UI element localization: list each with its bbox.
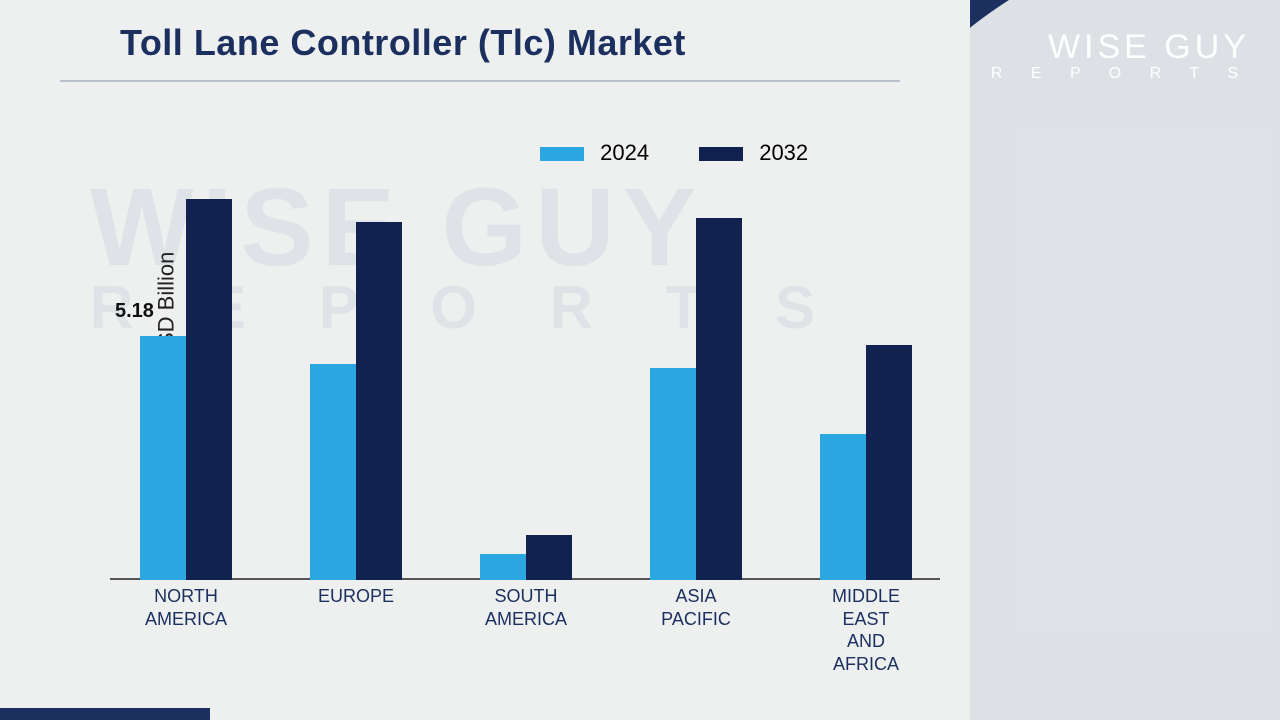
legend-item-2032: 2032	[699, 140, 808, 166]
bar-group	[310, 222, 402, 580]
legend-label-2032: 2032	[759, 140, 808, 165]
bar	[140, 336, 186, 580]
chart-stage: WISE GUY R E P O R T S Toll Lane Control…	[0, 0, 1280, 720]
bar	[310, 364, 356, 580]
chart-title: Toll Lane Controller (Tlc) Market	[120, 22, 686, 64]
bar-group	[650, 218, 742, 580]
bar-group	[820, 345, 912, 580]
plot-area: 5.18	[110, 180, 940, 580]
brand-panel	[970, 0, 1280, 720]
bar	[526, 535, 572, 580]
brand-logo-line2: R E P O R T S	[991, 65, 1250, 83]
bar	[866, 345, 912, 580]
bar	[650, 368, 696, 580]
x-axis-label: NORTH AMERICA	[136, 585, 236, 630]
footer-accent	[0, 708, 210, 720]
legend-swatch-2024	[540, 147, 584, 161]
x-axis-label: EUROPE	[306, 585, 406, 608]
x-axis-label: MIDDLE EAST AND AFRICA	[816, 585, 916, 675]
legend-label-2024: 2024	[600, 140, 649, 165]
bar-group	[140, 199, 232, 580]
legend-swatch-2032	[699, 147, 743, 161]
title-underline	[60, 80, 900, 82]
bar	[696, 218, 742, 580]
bar	[820, 434, 866, 580]
bar-group	[480, 535, 572, 580]
bar	[480, 554, 526, 580]
bar	[186, 199, 232, 580]
brand-logo-line1: WISE GUY	[991, 28, 1250, 67]
x-axis-label: ASIA PACIFIC	[646, 585, 746, 630]
brand-logo: WISE GUY R E P O R T S	[991, 28, 1250, 83]
value-label: 5.18	[115, 300, 154, 323]
legend-item-2024: 2024	[540, 140, 649, 166]
bar	[356, 222, 402, 580]
legend: 2024 2032	[540, 140, 808, 166]
x-axis-label: SOUTH AMERICA	[476, 585, 576, 630]
